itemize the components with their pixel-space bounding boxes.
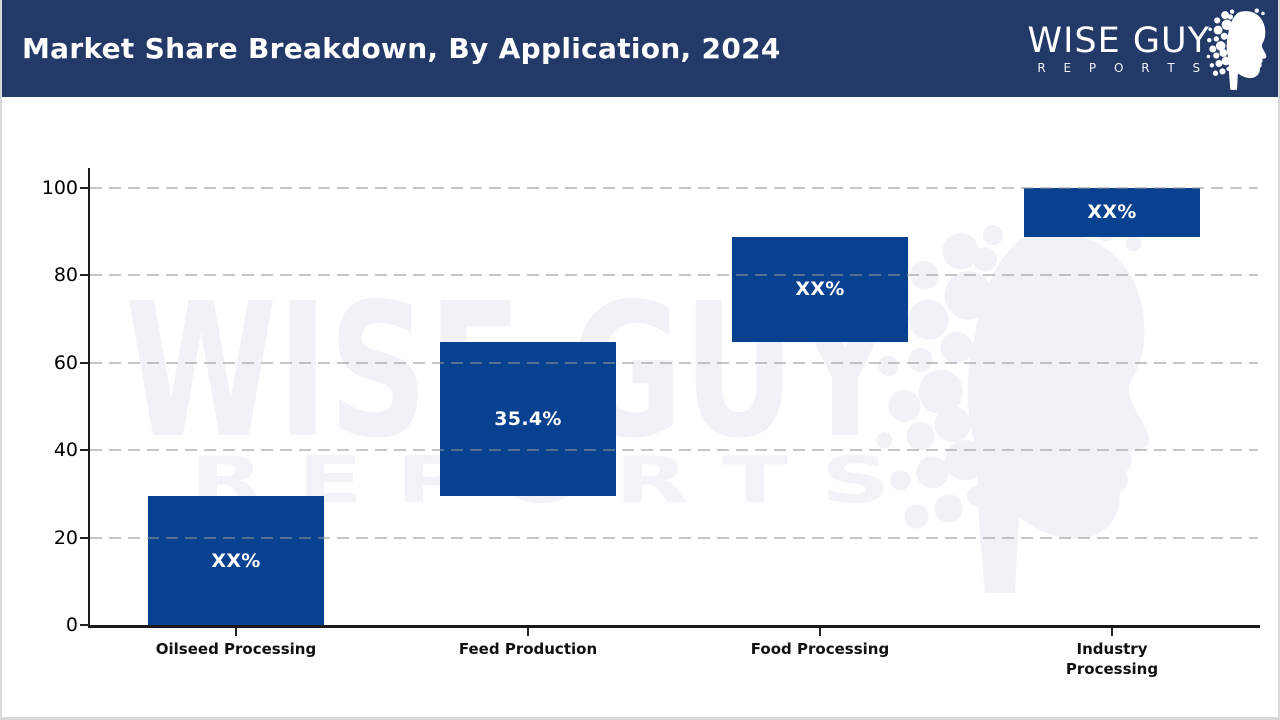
y-axis-spine	[88, 168, 90, 627]
bar-value-label: XX%	[211, 549, 261, 572]
y-tick-mark	[80, 186, 89, 189]
bar-industry-processing: XX%	[1024, 187, 1200, 238]
bar-value-label: XX%	[795, 278, 845, 301]
bar-value-label: XX%	[1087, 201, 1137, 224]
wise-guy-head-icon	[1204, 7, 1270, 91]
x-axis-category-label: Industry Processing	[1065, 640, 1159, 679]
x-axis-category-label: Feed Production	[458, 640, 598, 658]
bar-oilseed-processing: XX%	[148, 496, 324, 625]
y-tick-mark	[80, 624, 89, 626]
gridline-40	[90, 449, 1258, 451]
y-tick-mark	[80, 274, 89, 276]
header-bar: Market Share Breakdown, By Application, …	[2, 0, 1278, 97]
x-tick-mark	[1111, 628, 1113, 636]
x-axis-category-label: Oilseed Processing	[155, 640, 317, 658]
gridline-60	[90, 361, 1258, 364]
y-axis-tick-label: 80	[53, 264, 78, 286]
x-axis-spine	[88, 625, 1260, 628]
page-title: Market Share Breakdown, By Application, …	[22, 32, 781, 65]
logo-text: WISE GUY R E P O R T S	[1027, 23, 1210, 75]
x-tick-mark	[527, 628, 529, 636]
x-axis-category-label: Food Processing	[750, 640, 890, 658]
y-tick-mark	[80, 361, 89, 364]
logo-subtitle: R E P O R T S	[1037, 60, 1208, 75]
chart-area: WISE GUY R E P O R T S 020406080100XX%Oi…	[2, 97, 1278, 717]
gridline-100	[90, 186, 1258, 189]
y-axis-tick-label: 20	[53, 526, 78, 549]
y-axis-tick-label: 0	[65, 614, 78, 636]
gridline-20	[90, 536, 1258, 539]
bar-value-label: 35.4%	[494, 407, 562, 430]
bar-food-processing: XX%	[732, 237, 908, 342]
wise-guy-logo: WISE GUY R E P O R T S	[1027, 4, 1270, 94]
gridline-80	[90, 274, 1258, 276]
logo-wordmark: WISE GUY	[1027, 21, 1210, 62]
y-axis-tick-label: 100	[41, 176, 78, 199]
y-axis-tick-label: 60	[53, 351, 78, 374]
x-tick-mark	[235, 628, 237, 636]
x-tick-mark	[819, 628, 821, 636]
y-tick-mark	[80, 449, 89, 451]
bar-feed-production: 35.4%	[440, 341, 616, 497]
y-tick-mark	[80, 536, 89, 539]
y-axis-tick-label: 40	[53, 439, 78, 461]
